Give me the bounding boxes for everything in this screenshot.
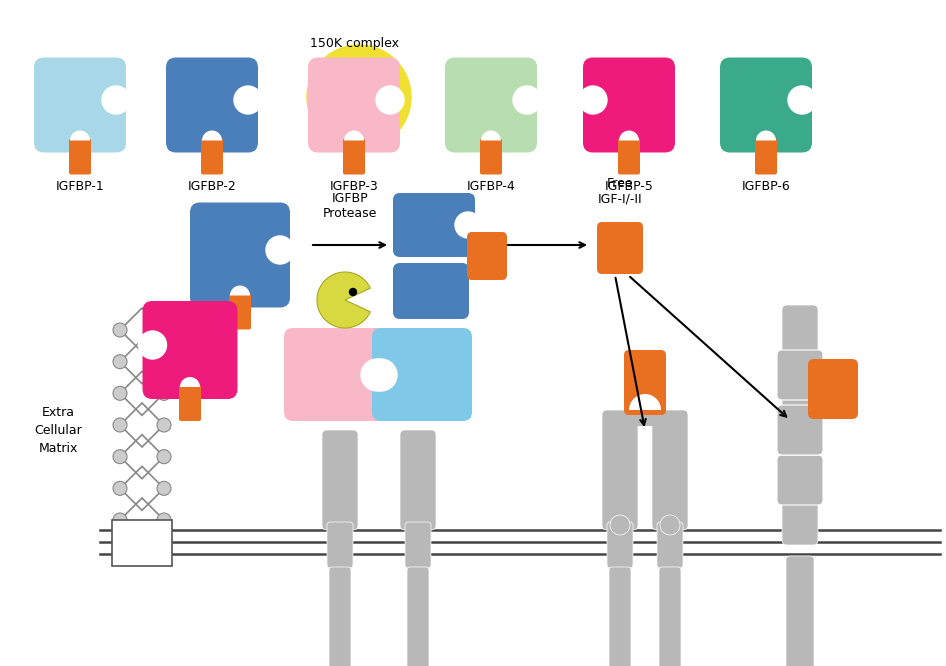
Wedge shape [344, 131, 364, 141]
FancyBboxPatch shape [782, 305, 818, 545]
FancyBboxPatch shape [393, 193, 475, 257]
FancyBboxPatch shape [284, 328, 386, 421]
Circle shape [157, 482, 171, 496]
Text: IGFBP
Protease: IGFBP Protease [323, 192, 377, 220]
FancyBboxPatch shape [69, 139, 91, 174]
Circle shape [113, 386, 127, 400]
Circle shape [113, 355, 127, 369]
Text: IGFBP-2: IGFBP-2 [187, 180, 236, 193]
FancyBboxPatch shape [609, 567, 631, 666]
FancyBboxPatch shape [322, 430, 358, 530]
FancyBboxPatch shape [201, 139, 223, 174]
FancyBboxPatch shape [112, 520, 172, 566]
FancyBboxPatch shape [407, 567, 429, 666]
Wedge shape [180, 377, 200, 387]
FancyBboxPatch shape [143, 301, 237, 399]
FancyBboxPatch shape [327, 522, 353, 568]
FancyBboxPatch shape [372, 328, 472, 421]
FancyBboxPatch shape [786, 556, 814, 666]
Text: IGFBP-1: IGFBP-1 [56, 180, 104, 193]
Text: IGFBP-4: IGFBP-4 [466, 180, 516, 193]
Circle shape [513, 86, 541, 114]
Circle shape [307, 45, 411, 149]
FancyBboxPatch shape [393, 263, 469, 319]
FancyBboxPatch shape [659, 567, 681, 666]
FancyBboxPatch shape [445, 57, 537, 153]
FancyBboxPatch shape [308, 57, 400, 153]
FancyBboxPatch shape [624, 350, 666, 415]
Circle shape [349, 288, 357, 296]
FancyBboxPatch shape [808, 359, 858, 419]
FancyBboxPatch shape [166, 57, 258, 153]
FancyBboxPatch shape [229, 294, 251, 330]
FancyBboxPatch shape [480, 139, 502, 174]
Circle shape [266, 236, 294, 264]
FancyBboxPatch shape [190, 202, 290, 308]
Circle shape [157, 418, 171, 432]
Circle shape [157, 323, 171, 337]
Circle shape [113, 482, 127, 496]
FancyBboxPatch shape [618, 139, 640, 174]
FancyBboxPatch shape [467, 232, 507, 280]
Circle shape [102, 86, 130, 114]
Circle shape [788, 86, 816, 114]
Text: Extra
Cellular
Matrix: Extra Cellular Matrix [34, 406, 82, 454]
FancyBboxPatch shape [777, 405, 823, 455]
Circle shape [157, 513, 171, 527]
FancyBboxPatch shape [755, 139, 777, 174]
Circle shape [113, 323, 127, 337]
Wedge shape [619, 131, 639, 141]
Wedge shape [317, 272, 371, 328]
Text: IGFBP-5: IGFBP-5 [604, 180, 654, 193]
Circle shape [610, 515, 630, 535]
Circle shape [234, 86, 262, 114]
Text: 150K complex: 150K complex [309, 37, 398, 50]
FancyBboxPatch shape [602, 410, 638, 530]
FancyBboxPatch shape [405, 522, 431, 568]
Text: IGFBP-6: IGFBP-6 [742, 180, 790, 193]
FancyBboxPatch shape [329, 567, 351, 666]
Text: Free
IGF-I/-II: Free IGF-I/-II [598, 177, 642, 205]
Circle shape [113, 513, 127, 527]
Circle shape [157, 386, 171, 400]
FancyBboxPatch shape [777, 455, 823, 505]
Circle shape [660, 515, 680, 535]
Circle shape [138, 331, 166, 359]
FancyBboxPatch shape [400, 430, 436, 530]
FancyBboxPatch shape [652, 410, 688, 530]
Wedge shape [629, 394, 661, 410]
FancyBboxPatch shape [343, 139, 365, 174]
Circle shape [361, 359, 393, 391]
Circle shape [365, 359, 397, 391]
FancyBboxPatch shape [583, 57, 675, 153]
Circle shape [113, 418, 127, 432]
Wedge shape [70, 131, 90, 141]
FancyBboxPatch shape [34, 57, 126, 153]
Wedge shape [230, 286, 250, 296]
Circle shape [157, 355, 171, 369]
Circle shape [376, 86, 404, 114]
Wedge shape [481, 131, 501, 141]
Circle shape [455, 212, 481, 238]
Circle shape [157, 450, 171, 464]
Circle shape [579, 86, 607, 114]
Wedge shape [202, 131, 222, 141]
Wedge shape [756, 131, 776, 141]
FancyBboxPatch shape [720, 57, 812, 153]
FancyBboxPatch shape [777, 350, 823, 400]
FancyBboxPatch shape [657, 522, 683, 568]
FancyBboxPatch shape [607, 522, 633, 568]
FancyBboxPatch shape [597, 222, 643, 274]
Circle shape [113, 450, 127, 464]
FancyBboxPatch shape [179, 385, 201, 421]
Text: IGFBP-3: IGFBP-3 [329, 180, 378, 193]
